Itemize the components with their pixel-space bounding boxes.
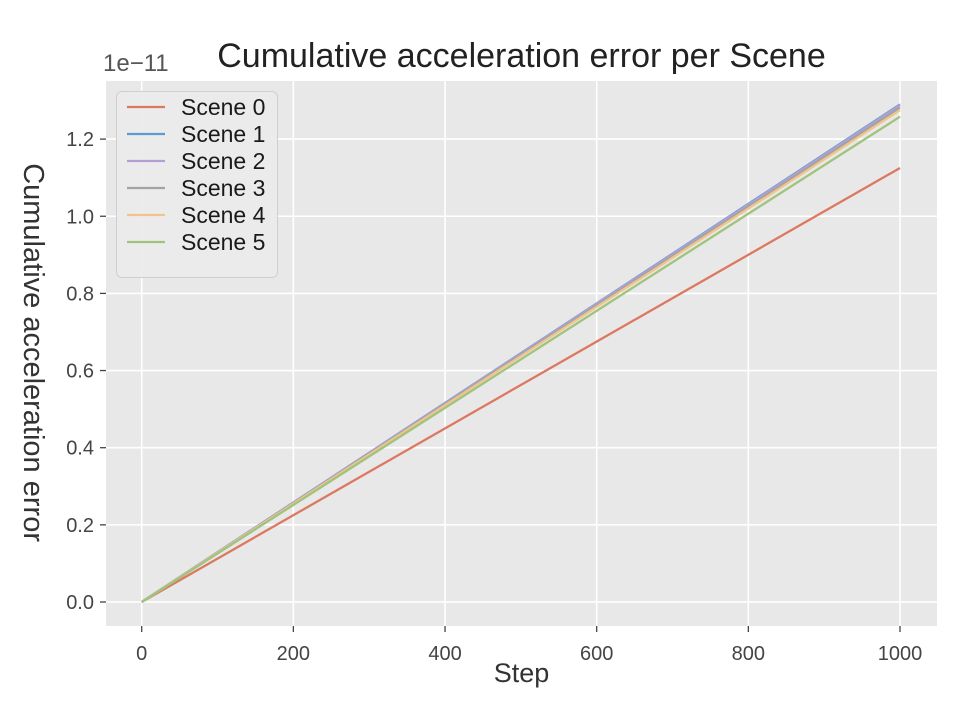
svg-text:Scene 2: Scene 2 — [181, 148, 265, 174]
svg-text:Scene 4: Scene 4 — [181, 202, 266, 228]
svg-text:Scene 0: Scene 0 — [181, 94, 265, 120]
svg-text:Scene 5: Scene 5 — [181, 229, 265, 255]
svg-text:Scene 3: Scene 3 — [181, 175, 265, 201]
svg-text:Scene 1: Scene 1 — [181, 121, 265, 147]
